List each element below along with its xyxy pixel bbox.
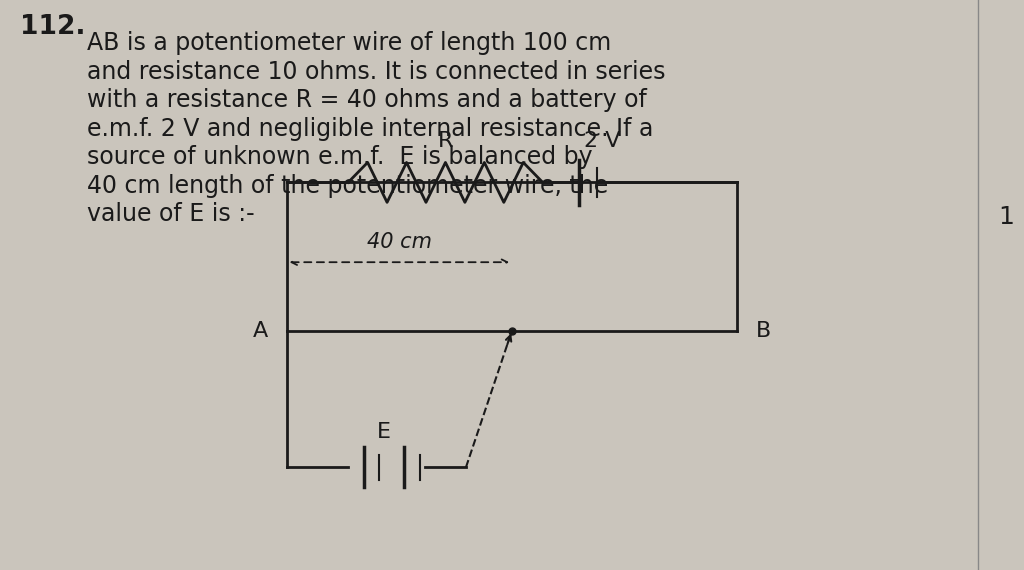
Text: 2 V: 2 V: [584, 131, 621, 151]
Text: E: E: [377, 422, 391, 442]
Text: value of E is :-: value of E is :-: [87, 202, 255, 226]
Text: e.m.f. 2 V and negligible internal resistance. If a: e.m.f. 2 V and negligible internal resis…: [87, 117, 653, 141]
Text: 40 cm: 40 cm: [367, 232, 432, 252]
Text: R: R: [437, 131, 454, 151]
Text: and resistance 10 ohms. It is connected in series: and resistance 10 ohms. It is connected …: [87, 60, 666, 84]
Text: A: A: [253, 320, 268, 341]
Text: 1: 1: [997, 205, 1014, 229]
Text: with a resistance R = 40 ohms and a battery of: with a resistance R = 40 ohms and a batt…: [87, 88, 647, 112]
Text: source of unknown e.m.f.  E is balanced by: source of unknown e.m.f. E is balanced b…: [87, 145, 593, 169]
Text: AB is a potentiometer wire of length 100 cm: AB is a potentiometer wire of length 100…: [87, 31, 611, 55]
Text: B: B: [756, 320, 771, 341]
Text: 112.: 112.: [20, 14, 86, 40]
Text: 40 cm length of the potentiometer wire, the: 40 cm length of the potentiometer wire, …: [87, 174, 608, 198]
